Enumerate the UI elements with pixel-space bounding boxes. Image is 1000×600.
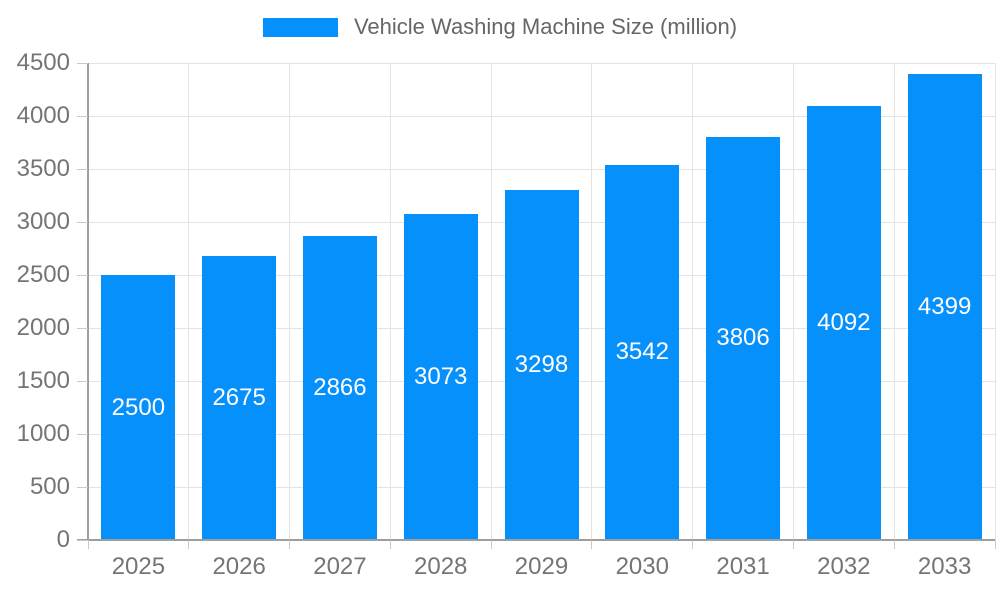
y-axis-tick xyxy=(77,540,88,541)
y-axis-tick xyxy=(77,116,88,117)
bar-value-label: 3073 xyxy=(414,363,468,391)
y-axis-tick xyxy=(77,381,88,382)
legend[interactable]: Vehicle Washing Machine Size (million) xyxy=(0,14,1000,40)
x-axis-label: 2028 xyxy=(414,553,468,580)
x-axis-line xyxy=(77,539,995,541)
gridline-vertical xyxy=(188,63,190,540)
bar[interactable]: 2866 xyxy=(302,236,377,540)
x-axis-tick xyxy=(188,540,190,549)
y-axis-label: 1000 xyxy=(16,420,70,447)
x-axis-tick xyxy=(389,540,391,549)
legend-label: Vehicle Washing Machine Size (million) xyxy=(353,14,738,39)
x-axis-label: 2025 xyxy=(111,553,166,580)
gridline-vertical xyxy=(692,63,694,540)
x-axis-label: 2032 xyxy=(817,553,871,580)
bar-value-label: 2500 xyxy=(111,393,166,421)
y-axis-label: 3000 xyxy=(16,208,70,235)
x-axis-tick xyxy=(893,540,895,549)
y-axis-line xyxy=(87,63,89,540)
y-axis-label: 4000 xyxy=(16,102,70,129)
x-axis-label: 2029 xyxy=(514,553,569,580)
gridline-vertical xyxy=(893,63,895,540)
y-axis-label: 2500 xyxy=(16,261,70,288)
gridline-vertical xyxy=(289,63,291,540)
bar[interactable]: 2500 xyxy=(101,275,176,540)
x-axis-label: 2026 xyxy=(212,553,266,580)
y-axis-label: 3500 xyxy=(16,155,70,182)
bar[interactable]: 3073 xyxy=(403,214,478,540)
legend-swatch xyxy=(262,17,338,37)
y-axis-tick xyxy=(77,275,88,276)
bar-value-label: 4399 xyxy=(917,292,972,320)
y-axis-label: 0 xyxy=(56,526,70,553)
bar[interactable]: 4092 xyxy=(806,106,881,540)
gridline-vertical xyxy=(994,63,996,540)
gridline-vertical xyxy=(792,63,794,540)
bar[interactable]: 2675 xyxy=(202,256,277,540)
y-axis-labels: 0 500 1000 1500 2000 2500 3000 3500 4000 4500 xyxy=(0,50,70,553)
plot-area: 2500 2675 2866 3073 3298 3542 3806 4092 4399 xyxy=(88,62,996,540)
y-axis-tick xyxy=(77,434,88,435)
bar[interactable]: 4399 xyxy=(907,73,982,540)
x-axis-tick xyxy=(591,540,593,549)
x-axis-tick xyxy=(490,540,492,549)
x-axis-label: 2027 xyxy=(313,553,367,580)
x-axis-label: 2033 xyxy=(917,553,972,580)
y-axis-tick xyxy=(77,487,88,488)
bar[interactable]: 3806 xyxy=(706,136,781,540)
bar-value-label: 2675 xyxy=(212,384,266,412)
y-axis-tick xyxy=(77,63,88,64)
x-axis-tick xyxy=(994,540,996,549)
gridline-vertical xyxy=(490,63,492,540)
y-axis-label: 1500 xyxy=(16,367,70,394)
bar-value-label: 3542 xyxy=(615,338,669,366)
x-axis-label: 2031 xyxy=(716,553,770,580)
bar-value-label: 4092 xyxy=(817,309,871,337)
gridline-horizontal xyxy=(88,168,995,170)
x-axis-tick xyxy=(87,540,89,549)
x-axis-tick xyxy=(792,540,794,549)
x-axis-tick xyxy=(289,540,291,549)
bar[interactable]: 3298 xyxy=(504,190,579,540)
bar-value-label: 2866 xyxy=(313,374,367,402)
bar-value-label: 3298 xyxy=(514,351,569,379)
gridline-horizontal xyxy=(88,62,995,64)
gridline-horizontal xyxy=(88,115,995,117)
x-axis-tick xyxy=(692,540,694,549)
y-axis-tick xyxy=(77,222,88,223)
y-axis-label: 500 xyxy=(29,473,70,500)
x-axis-label: 2030 xyxy=(615,553,669,580)
gridline-vertical xyxy=(389,63,391,540)
y-axis-label: 2000 xyxy=(16,314,70,341)
gridline-vertical xyxy=(591,63,593,540)
y-axis-tick xyxy=(77,328,88,329)
bar-value-label: 3806 xyxy=(716,324,770,352)
y-axis-label: 4500 xyxy=(16,49,70,76)
y-axis-tick xyxy=(77,169,88,170)
bar[interactable]: 3542 xyxy=(605,164,680,540)
